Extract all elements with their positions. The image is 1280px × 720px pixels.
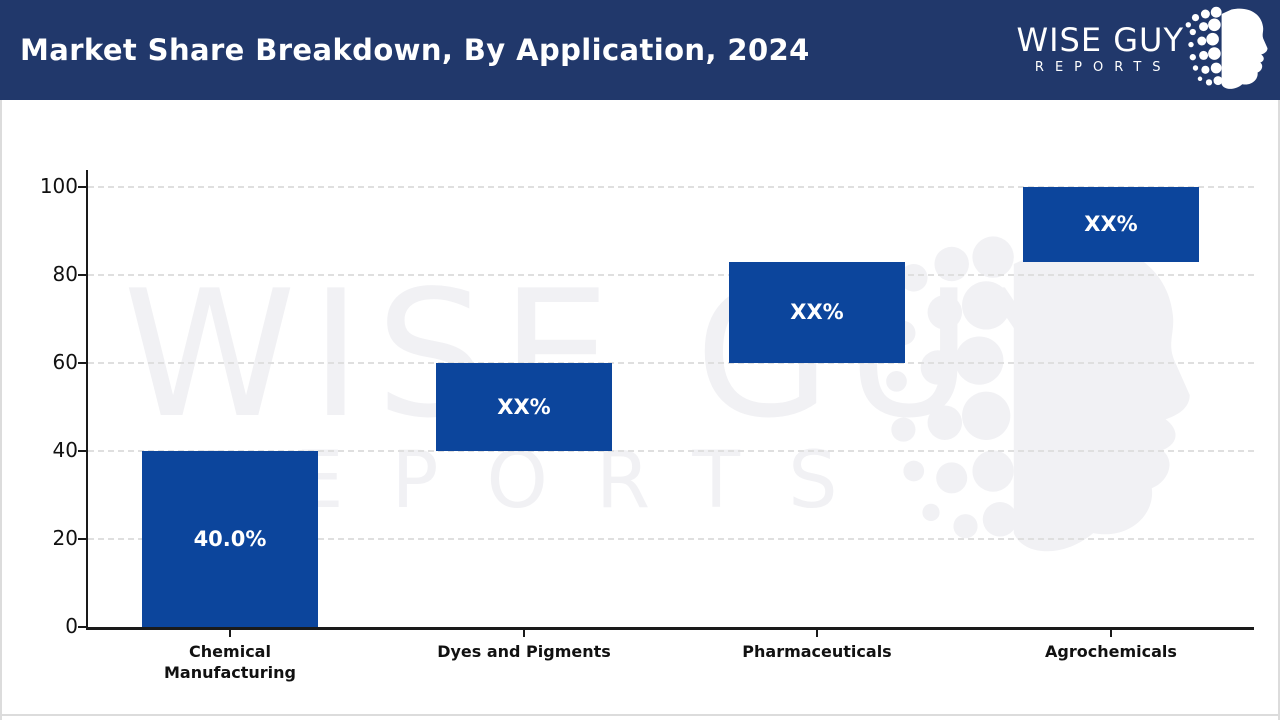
y-tick-label: 20 [52,526,78,550]
gridline-80 [88,274,1254,276]
page-title: Market Share Breakdown, By Application, … [20,33,810,67]
bar-value-label: XX% [497,395,551,419]
y-tick-mark [78,626,88,628]
logo-face-icon [1185,6,1268,89]
y-tick-label: 80 [52,262,78,286]
y-tick-mark [78,186,88,188]
x-tick-mark [229,629,231,637]
gridline-100 [88,186,1254,188]
x-tick-label: Agrochemicals [1045,642,1177,661]
y-tick-mark [78,538,88,540]
y-tick-label: 60 [52,350,78,374]
x-tick-label: Chemical Manufacturing [164,642,296,682]
bar-1: 40.0% [142,451,318,627]
y-axis-line [86,170,88,630]
y-tick-label: 0 [65,614,78,638]
brand-logo-text: WISE GUY REPORTS [1016,24,1184,75]
logo-subtext: REPORTS [1034,60,1172,75]
y-tick-mark [78,274,88,276]
x-tick-mark [1110,629,1112,637]
gridline-20 [88,538,1254,540]
y-tick-label: 40 [52,438,78,462]
bottom-border [0,714,1280,716]
bar-3: XX% [729,261,905,363]
bar-4: XX% [1023,187,1199,262]
x-tick-mark [816,629,818,637]
bar-2: XX% [436,363,612,451]
header-bar: Market Share Breakdown, By Application, … [0,0,1280,100]
x-axis-line [86,627,1254,630]
gridline-40 [88,450,1254,452]
bar-value-label: XX% [1084,212,1138,237]
y-tick-label: 100 [39,174,78,198]
x-tick-label: Pharmaceuticals [742,642,892,661]
x-tick-label: Dyes and Pigments [437,642,611,661]
x-tick-mark [523,629,525,637]
gridline-60 [88,362,1254,364]
bar-value-label: 40.0% [193,527,267,551]
y-tick-mark [78,450,88,452]
y-tick-mark [78,362,88,364]
bar-value-label: XX% [790,300,844,325]
brand-logo: WISE GUY REPORTS [1016,0,1270,100]
logo-wordmark: WISE GUY [1016,21,1184,59]
